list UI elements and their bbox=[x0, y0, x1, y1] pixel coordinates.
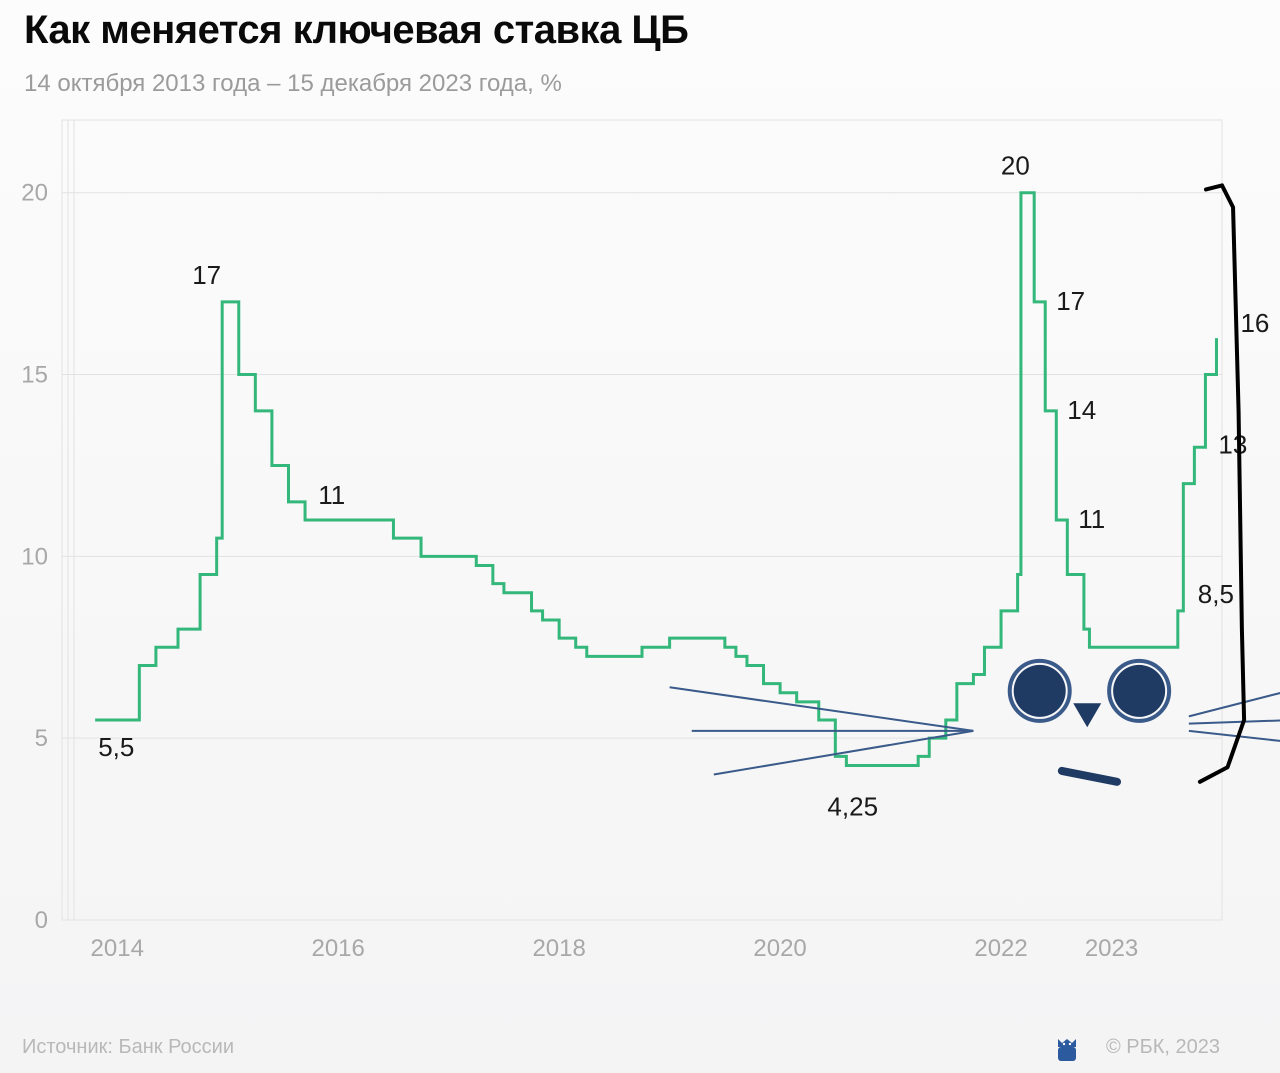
y-tick-label: 0 bbox=[35, 907, 48, 934]
x-tick-label: 2014 bbox=[91, 935, 144, 962]
callout-label: 17 bbox=[1056, 286, 1085, 316]
cat-eye bbox=[1014, 665, 1066, 717]
chart-container: Как меняется ключевая ставка ЦБ 14 октяб… bbox=[0, 0, 1280, 1073]
x-tick-label: 2018 bbox=[532, 935, 585, 962]
cat-whisker bbox=[670, 687, 974, 731]
cat-eye bbox=[1113, 665, 1165, 717]
callout-label: 17 bbox=[192, 260, 221, 290]
callout-label: 16 bbox=[1240, 308, 1269, 338]
cat-nose bbox=[1073, 703, 1101, 727]
x-tick-label: 2022 bbox=[974, 935, 1027, 962]
source-label: Источник: Банк России bbox=[22, 1036, 234, 1059]
callout-label: 8,5 bbox=[1198, 579, 1234, 609]
callout-label: 14 bbox=[1067, 395, 1096, 425]
x-tick-label: 2023 bbox=[1085, 935, 1138, 962]
callout-label: 5,5 bbox=[98, 732, 134, 762]
y-tick-label: 20 bbox=[21, 180, 48, 207]
cat-whisker bbox=[714, 731, 974, 775]
cat-whisker bbox=[1189, 716, 1280, 723]
callout-label: 11 bbox=[1078, 504, 1105, 534]
chart-svg: 05101520 201420162018202020222023 175,51… bbox=[0, 0, 1280, 1073]
callout-label: 11 bbox=[318, 480, 345, 510]
copyright-label: © РБК, 2023 bbox=[1106, 1036, 1220, 1059]
y-tick-label: 15 bbox=[21, 362, 48, 389]
y-tick-label: 5 bbox=[35, 725, 48, 752]
callout-label: 20 bbox=[1001, 151, 1030, 181]
cat-whisker bbox=[1189, 665, 1280, 716]
cat-mouth bbox=[1062, 771, 1117, 782]
y-tick-label: 10 bbox=[21, 543, 48, 570]
x-tick-label: 2020 bbox=[753, 935, 806, 962]
x-tick-label: 2016 bbox=[311, 935, 364, 962]
cat-logo-icon bbox=[1054, 1035, 1080, 1065]
callout-label: 4,25 bbox=[827, 791, 878, 821]
callout-label: 13 bbox=[1218, 429, 1247, 459]
